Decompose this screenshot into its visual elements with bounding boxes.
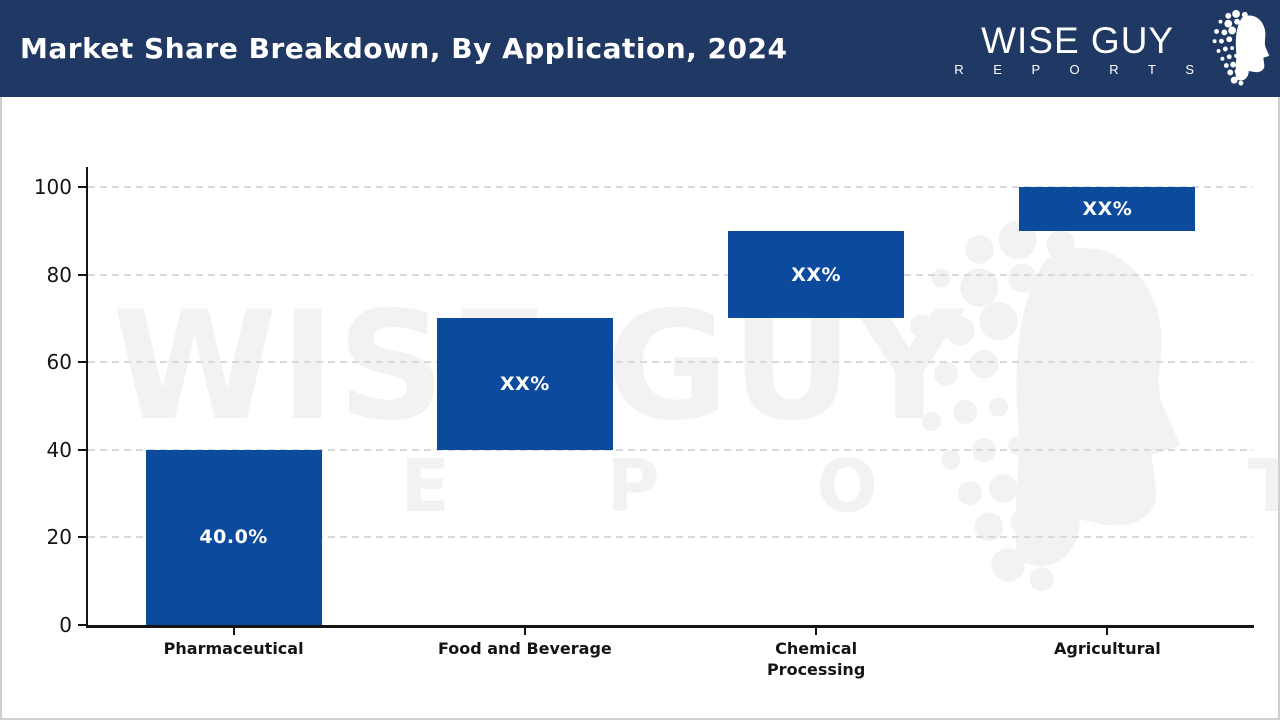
gridline-80: [88, 273, 1253, 276]
watermark-head-graphic: [902, 220, 1181, 592]
y-tick-label-20: 20: [46, 525, 72, 550]
canvas-border-left: [0, 97, 2, 720]
bar-chemical-processing: XX%: [728, 230, 905, 319]
x-tick-mark-agricultural: [1106, 628, 1109, 635]
y-tick-mark-80: [78, 273, 86, 276]
chart-title: Market Share Breakdown, By Application, …: [20, 32, 788, 65]
y-tick-mark-60: [78, 361, 86, 364]
x-category-label-chemical-processing: Chemical Processing: [766, 639, 866, 679]
header-bar: Market Share Breakdown, By Application, …: [0, 0, 1280, 97]
gridline-60: [88, 361, 1253, 364]
brand-logo-text: WISE GUY R E P O R T S: [948, 22, 1207, 76]
brand-logo: WISE GUY R E P O R T S: [948, 6, 1270, 92]
bar-food-and-beverage: XX%: [436, 318, 613, 450]
bar-value-label: XX%: [1082, 197, 1133, 220]
y-axis-line: [86, 167, 88, 628]
head-dots-icon: [1212, 9, 1270, 86]
gridline-40: [88, 448, 1253, 451]
x-tick-mark-food-and-beverage: [523, 628, 526, 635]
x-tick-mark-chemical-processing: [815, 628, 818, 635]
bar-value-label: 40.0%: [199, 526, 268, 549]
gridline-20: [88, 536, 1253, 539]
canvas-border-bottom: [0, 718, 1280, 720]
y-tick-label-100: 100: [33, 175, 72, 199]
gridline-100: [88, 186, 1253, 188]
y-tick-label-40: 40: [46, 437, 72, 462]
brand-name: WISE GUY: [981, 20, 1175, 61]
bar-value-label: XX%: [499, 373, 550, 396]
y-tick-mark-20: [78, 536, 86, 539]
brand-subtitle: R E P O R T S: [954, 62, 1207, 77]
x-category-label-pharmaceutical: Pharmaceutical: [163, 639, 304, 658]
y-tick-mark-0: [78, 624, 86, 626]
y-tick-label-80: 80: [46, 262, 72, 287]
x-axis-line: [86, 625, 1254, 628]
x-category-label-food-and-beverage: Food and Beverage: [437, 639, 612, 658]
x-category-label-agricultural: Agricultural: [1053, 639, 1161, 658]
y-tick-label-60: 60: [46, 350, 72, 375]
bar-pharmaceutical: 40.0%: [145, 449, 322, 625]
y-tick-mark-40: [78, 448, 86, 451]
bar-agricultural: XX%: [1019, 187, 1196, 231]
x-tick-mark-pharmaceutical: [232, 628, 235, 635]
y-tick-label-0: 0: [59, 613, 72, 637]
bar-value-label: XX%: [791, 263, 842, 286]
y-tick-mark-100: [78, 186, 86, 188]
canvas-border-right: [1278, 97, 1280, 720]
